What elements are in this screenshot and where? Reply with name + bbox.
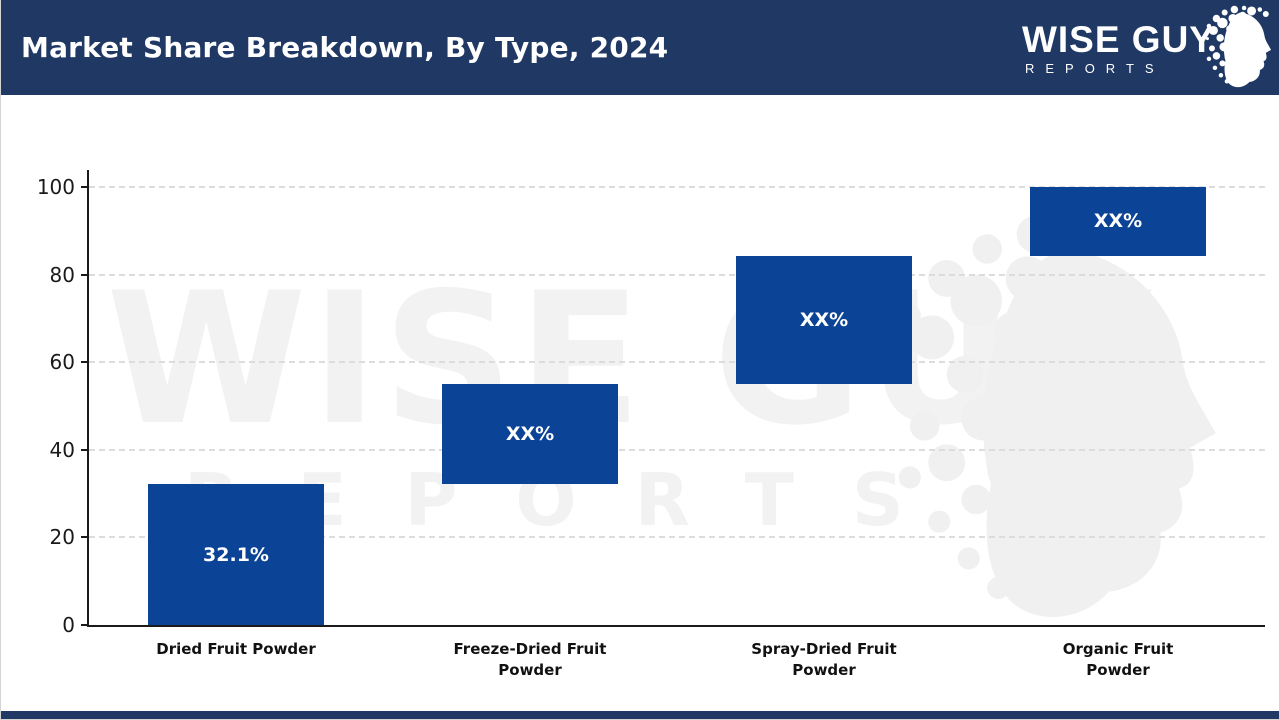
- bar-value-label: XX%: [799, 308, 849, 331]
- axis-frame: [87, 170, 1265, 627]
- bar-segment: [736, 255, 912, 385]
- logo-wordmark: WISE GUY REPORTS: [1022, 21, 1215, 76]
- watermark-head-icon: [895, 215, 1216, 617]
- gridline-20: [89, 536, 1265, 539]
- gridline-40: [89, 448, 1265, 451]
- x-axis-category-label: Spray-Dried Fruit Powder: [751, 640, 897, 679]
- logo-wordmark-line1: WISE GUY: [1021, 18, 1215, 60]
- y-axis-tick-label: 80: [49, 262, 75, 287]
- gridline-60: [89, 361, 1265, 364]
- y-tick-mark: [81, 186, 89, 188]
- bar-value-label: XX%: [1093, 210, 1143, 233]
- x-axis-category-label: Organic Fruit Powder: [1062, 640, 1174, 679]
- header-bar: Market Share Breakdown, By Type, 2024 WI…: [1, 0, 1279, 95]
- bar-segment: [442, 384, 618, 485]
- logo-head-icon: [1205, 5, 1272, 88]
- y-axis-tick-label: 60: [49, 350, 75, 375]
- x-axis-category-label: Dried Fruit Powder: [156, 640, 316, 658]
- y-axis-tick-label: 40: [49, 437, 75, 462]
- gridline-100: [89, 186, 1265, 188]
- bar-value-label: 32.1%: [203, 543, 269, 566]
- y-tick-mark: [81, 361, 89, 364]
- y-axis-tick-label: 0: [62, 613, 75, 637]
- y-axis-tick-label: 20: [49, 525, 75, 550]
- wise-guy-logo: WISE GUY REPORTS: [1022, 4, 1273, 92]
- page-title: Market Share Breakdown, By Type, 2024: [21, 31, 669, 64]
- bar-segment: [1030, 187, 1206, 256]
- y-tick-mark: [81, 273, 89, 276]
- x-axis-category-label: Freeze-Dried Fruit Powder: [453, 640, 607, 679]
- footer-bar: [1, 711, 1279, 719]
- y-tick-mark: [81, 624, 89, 626]
- gridline-80: [89, 273, 1265, 276]
- bar-segment: [148, 484, 324, 625]
- y-tick-mark: [81, 448, 89, 451]
- bar-value-label: XX%: [505, 423, 555, 446]
- y-axis-tick-label: 100: [36, 175, 75, 199]
- logo-wordmark-line2: REPORTS: [1024, 60, 1165, 76]
- y-tick-mark: [81, 536, 89, 539]
